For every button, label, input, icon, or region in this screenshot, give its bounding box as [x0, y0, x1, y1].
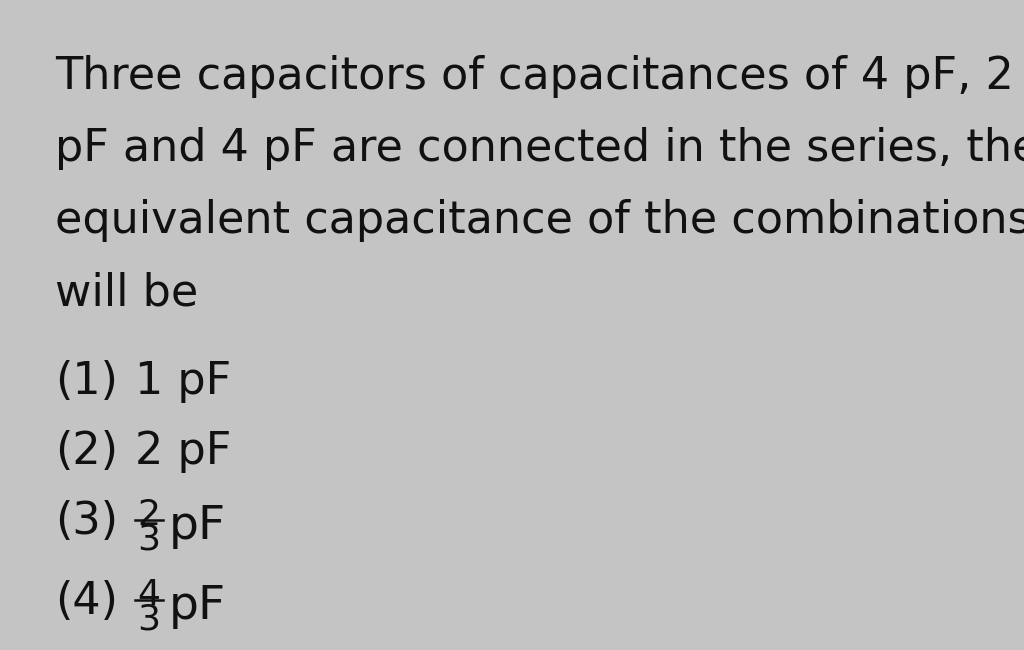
Text: Three capacitors of capacitances of 4 pF, 2: Three capacitors of capacitances of 4 pF…	[55, 55, 1014, 98]
Text: (4): (4)	[55, 580, 118, 623]
Text: 2: 2	[137, 498, 161, 532]
Text: pF: pF	[169, 504, 226, 549]
Text: 1 pF: 1 pF	[135, 360, 231, 403]
Text: will be: will be	[55, 271, 199, 314]
Text: (2): (2)	[55, 430, 118, 473]
Text: 3: 3	[137, 602, 161, 636]
Text: (1): (1)	[55, 360, 118, 403]
Text: pF: pF	[169, 584, 226, 629]
Text: pF and 4 pF are connected in the series, the: pF and 4 pF are connected in the series,…	[55, 127, 1024, 170]
Text: 4: 4	[137, 578, 161, 612]
Text: 3: 3	[137, 522, 161, 556]
Text: (3): (3)	[55, 500, 118, 543]
Text: equivalent capacitance of the combinations: equivalent capacitance of the combinatio…	[55, 199, 1024, 242]
Text: 2 pF: 2 pF	[135, 430, 231, 473]
